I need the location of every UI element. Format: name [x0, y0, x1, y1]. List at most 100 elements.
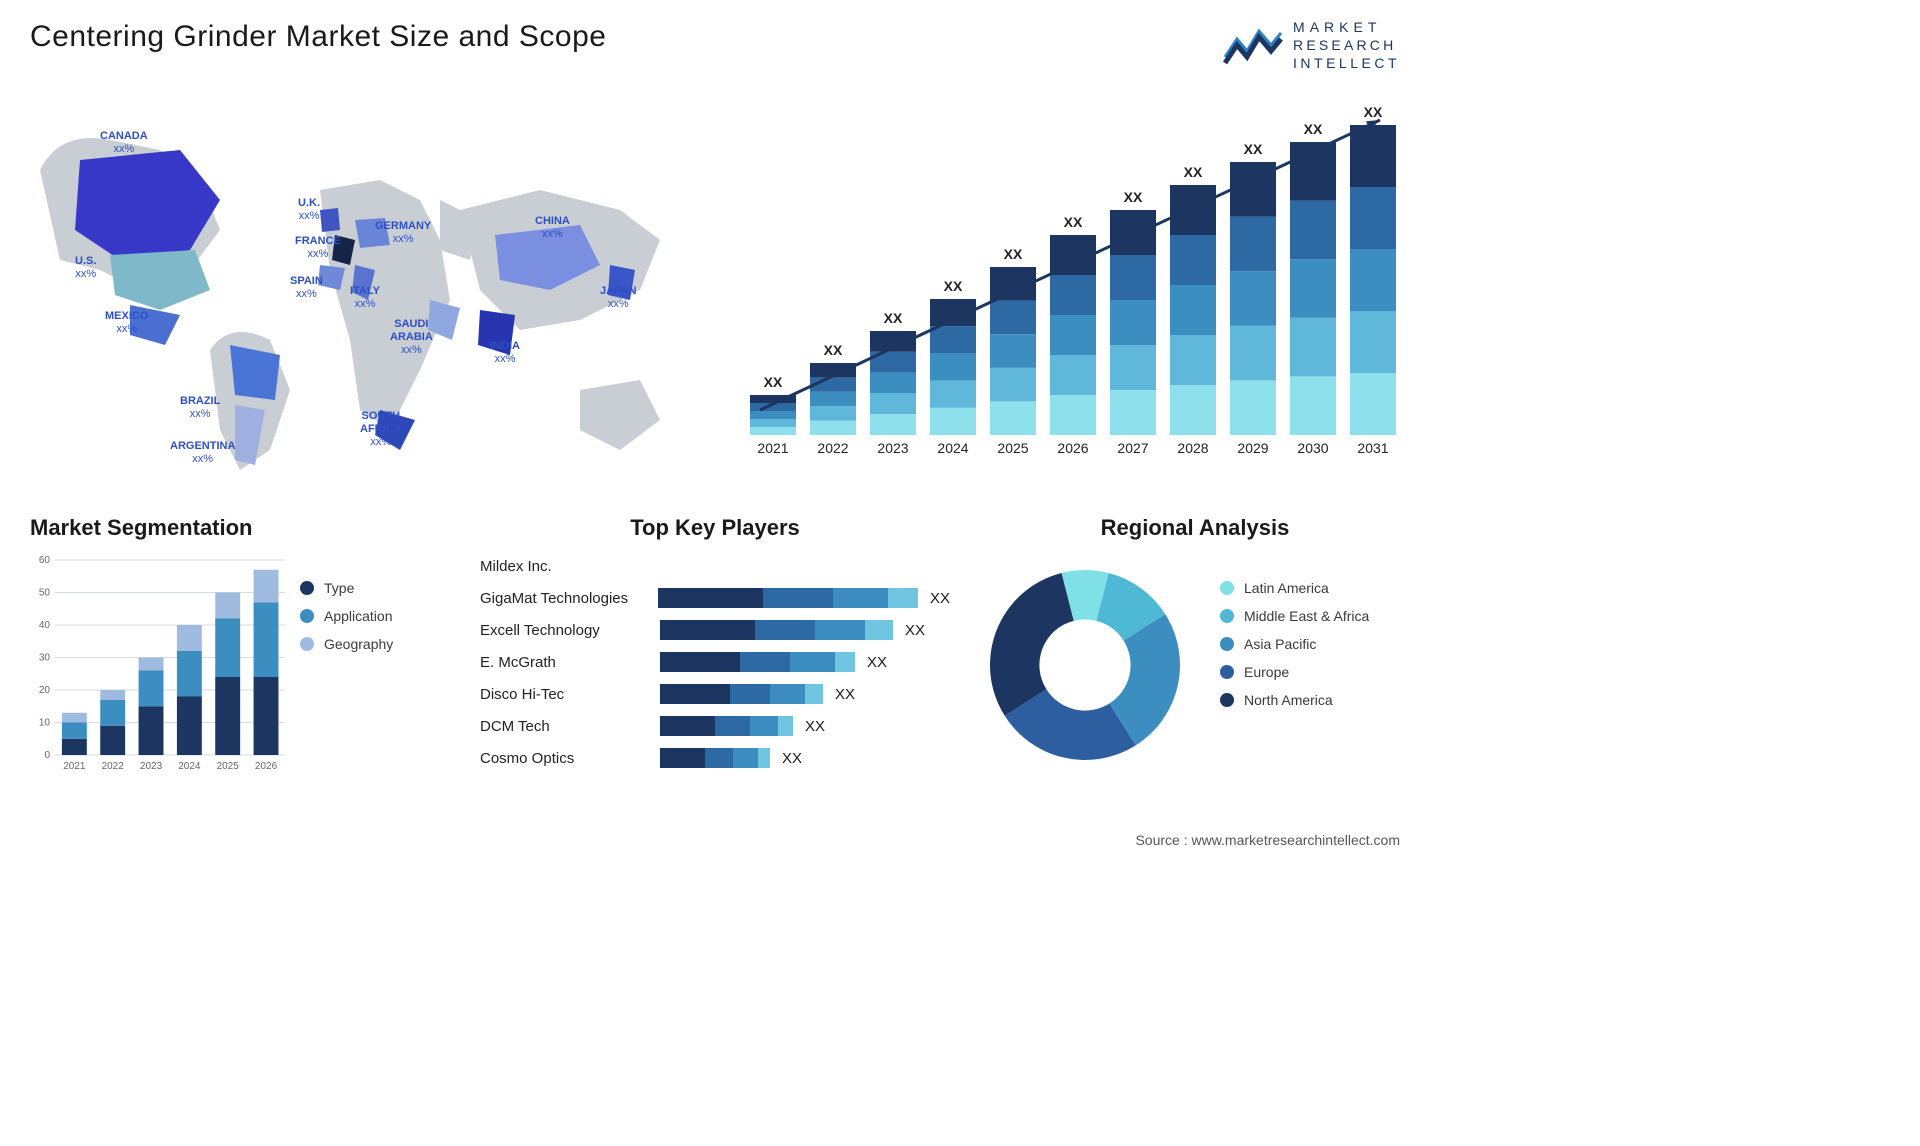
svg-text:XX: XX: [884, 310, 903, 326]
svg-text:2021: 2021: [757, 440, 788, 456]
svg-text:2022: 2022: [817, 440, 848, 456]
svg-text:40: 40: [39, 620, 51, 631]
player-bar: [660, 652, 855, 672]
player-bar: [660, 716, 793, 736]
svg-text:XX: XX: [1184, 164, 1203, 180]
map-label: SAUDIARABIAxx%: [390, 318, 433, 358]
svg-text:60: 60: [39, 555, 51, 566]
svg-text:XX: XX: [1004, 246, 1023, 262]
svg-text:30: 30: [39, 653, 51, 664]
svg-text:2023: 2023: [877, 440, 908, 456]
svg-text:2031: 2031: [1357, 440, 1388, 456]
map-label: U.S.xx%: [75, 255, 96, 281]
svg-text:XX: XX: [824, 342, 843, 358]
svg-text:XX: XX: [1364, 104, 1383, 120]
main-growth-chart: XX XX XX XX XX XX XX XX XX XX XX 2021 2022 2023 2024 2…: [740, 100, 1400, 460]
logo-mark-icon: [1223, 25, 1283, 65]
svg-text:2030: 2030: [1297, 440, 1328, 456]
legend-item: Europe: [1220, 664, 1369, 680]
player-bar: [660, 748, 770, 768]
svg-text:2027: 2027: [1117, 440, 1148, 456]
player-row: GigaMat Technologies XX: [480, 583, 950, 613]
map-label: MEXICOxx%: [105, 310, 148, 336]
map-label: SOUTHAFRICAxx%: [360, 410, 402, 450]
svg-text:XX: XX: [764, 374, 783, 390]
map-label: ARGENTINAxx%: [170, 440, 235, 466]
regional-legend: Latin America Middle East & Africa Asia Pa…: [1220, 580, 1369, 720]
player-row: DCM Tech XX: [480, 711, 950, 741]
map-label: INDIAxx%: [490, 340, 520, 366]
segmentation-title: Market Segmentation: [30, 515, 450, 541]
world-map: CANADAxx% U.S.xx% MEXICOxx% BRAZILxx% ARGENT…: [20, 90, 720, 490]
logo-line2: RESEARCH: [1293, 36, 1400, 54]
players-title: Top Key Players: [480, 515, 950, 541]
player-name: Cosmo Optics: [480, 750, 660, 767]
players-section: Top Key Players Mildex Inc. GigaMat Techn…: [480, 515, 950, 775]
svg-text:10: 10: [39, 718, 51, 729]
player-value: XX: [805, 718, 825, 735]
map-label: GERMANYxx%: [375, 220, 431, 246]
svg-text:0: 0: [44, 750, 50, 761]
map-label: U.K.xx%: [298, 197, 320, 223]
player-name: GigaMat Technologies: [480, 590, 658, 607]
player-name: Disco Hi-Tec: [480, 686, 660, 703]
segmentation-chart: 202120222023202420252026 0102030405060: [30, 555, 290, 775]
svg-text:XX: XX: [1064, 214, 1083, 230]
svg-text:2029: 2029: [1237, 440, 1268, 456]
map-label: SPAINxx%: [290, 275, 323, 301]
svg-text:2026: 2026: [255, 761, 278, 772]
regional-donut-chart: [980, 560, 1190, 770]
player-row: Mildex Inc.: [480, 551, 950, 581]
svg-text:2024: 2024: [178, 761, 201, 772]
logo: MARKET RESEARCH INTELLECT: [1223, 18, 1400, 73]
svg-text:XX: XX: [1244, 141, 1263, 157]
segmentation-section: Market Segmentation: [30, 515, 450, 541]
player-bar: [658, 588, 918, 608]
legend-item: Asia Pacific: [1220, 636, 1369, 652]
source-attribution: Source : www.marketresearchintellect.com: [1135, 832, 1400, 848]
legend-item: Application: [300, 608, 393, 624]
svg-text:2021: 2021: [63, 761, 86, 772]
player-name: E. McGrath: [480, 654, 660, 671]
player-value: XX: [782, 750, 802, 767]
map-label: JAPANxx%: [600, 285, 636, 311]
player-row: Excell Technology XX: [480, 615, 950, 645]
player-value: XX: [835, 686, 855, 703]
player-name: DCM Tech: [480, 718, 660, 735]
map-label: BRAZILxx%: [180, 395, 220, 421]
player-name: Excell Technology: [480, 622, 660, 639]
logo-line1: MARKET: [1293, 18, 1400, 36]
svg-text:2026: 2026: [1057, 440, 1088, 456]
regional-title: Regional Analysis: [980, 515, 1410, 541]
player-bar: [660, 684, 823, 704]
player-value: XX: [867, 654, 887, 671]
legend-item: Type: [300, 580, 393, 596]
segmentation-legend: Type Application Geography: [300, 580, 393, 664]
player-row: E. McGrath XX: [480, 647, 950, 677]
svg-text:XX: XX: [944, 278, 963, 294]
player-value: XX: [905, 622, 925, 639]
svg-text:2024: 2024: [937, 440, 968, 456]
svg-text:2022: 2022: [102, 761, 125, 772]
legend-item: Latin America: [1220, 580, 1369, 596]
player-row: Disco Hi-Tec XX: [480, 679, 950, 709]
map-label: CHINAxx%: [535, 215, 570, 241]
svg-text:XX: XX: [1124, 189, 1143, 205]
legend-item: Middle East & Africa: [1220, 608, 1369, 624]
map-label: FRANCExx%: [295, 235, 341, 261]
regional-section: Regional Analysis: [980, 515, 1410, 541]
page-title: Centering Grinder Market Size and Scope: [30, 20, 606, 54]
legend-item: North America: [1220, 692, 1369, 708]
legend-item: Geography: [300, 636, 393, 652]
map-label: ITALYxx%: [350, 285, 380, 311]
player-value: XX: [930, 590, 950, 607]
svg-text:2028: 2028: [1177, 440, 1208, 456]
svg-text:XX: XX: [1304, 121, 1323, 137]
logo-line3: INTELLECT: [1293, 54, 1400, 72]
map-label: CANADAxx%: [100, 130, 148, 156]
svg-text:2023: 2023: [140, 761, 163, 772]
svg-text:50: 50: [39, 588, 51, 599]
player-row: Cosmo Optics XX: [480, 743, 950, 773]
svg-text:20: 20: [39, 685, 51, 696]
player-name: Mildex Inc.: [480, 558, 660, 575]
